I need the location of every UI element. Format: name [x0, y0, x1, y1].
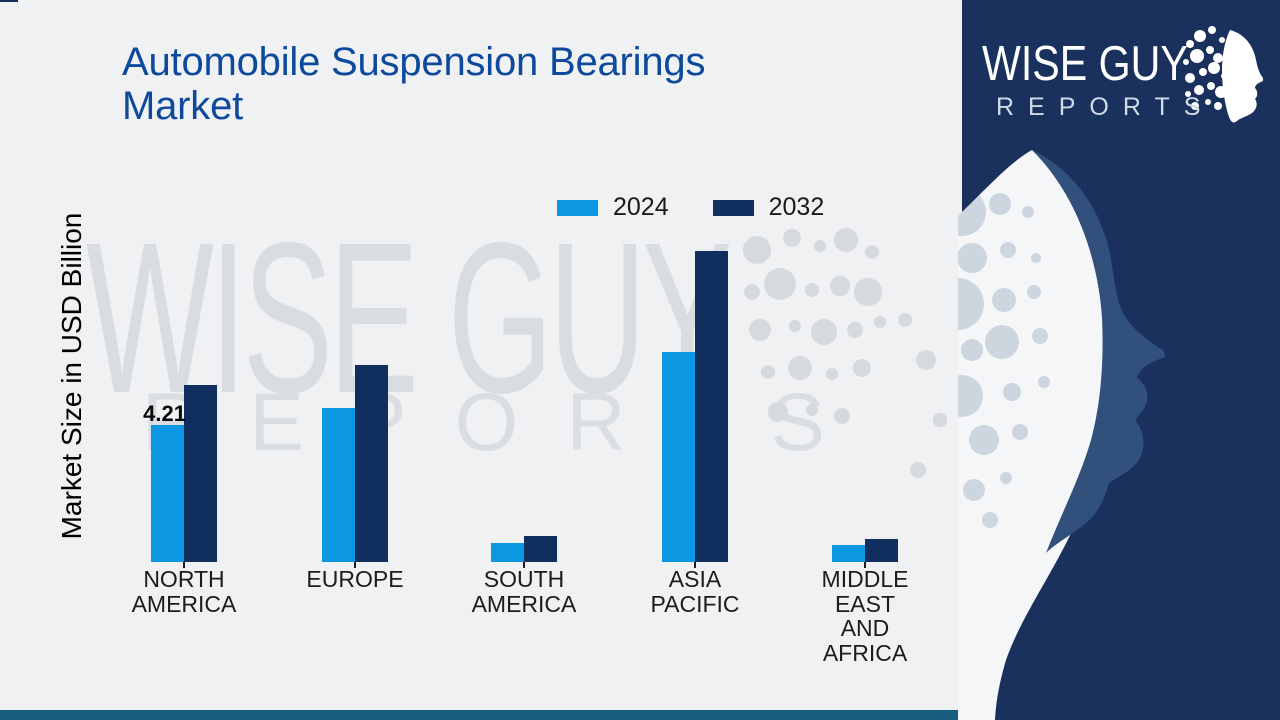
- legend-item-2032: 2032: [712, 193, 825, 222]
- bar-2032-south-america: [524, 536, 557, 562]
- footer-bar: [0, 710, 1280, 720]
- bar-2024-middle-east-and-africa: [832, 545, 865, 562]
- category-label-europe: EUROPE: [306, 566, 404, 592]
- x-axis-tick: [694, 562, 696, 568]
- watermark-reports-text: REPORTS: [142, 377, 873, 468]
- bar-2024-asia-pacific: [662, 352, 695, 562]
- x-axis-tick: [523, 562, 525, 568]
- legend-label-2032: 2032: [768, 193, 825, 221]
- head-circle: [958, 150, 1111, 720]
- x-axis-tick: [354, 562, 356, 568]
- chart-title: Automobile Suspension Bearings Market: [122, 40, 706, 128]
- bar-2032-asia-pacific: [695, 251, 728, 562]
- legend: 2024 2032: [557, 193, 824, 222]
- legend-label-2024: 2024: [613, 193, 669, 221]
- top-edge-sliver: [0, 0, 18, 2]
- brand-logo: WISE GUY REPORTS: [982, 40, 1222, 120]
- category-label-north-america: NORTH AMERICA: [131, 566, 237, 617]
- logo-head-icon: [1222, 30, 1263, 123]
- face-profile-silhouette: [1032, 150, 1165, 553]
- x-axis-tick: [864, 562, 866, 568]
- bar-2032-middle-east-and-africa: [865, 539, 898, 562]
- category-label-asia-pacific: ASIA PACIFIC: [650, 566, 740, 617]
- legend-swatch-2032: [712, 199, 754, 216]
- brand-subname: REPORTS: [996, 93, 1215, 121]
- bar-2032-north-america: [184, 385, 217, 562]
- brand-name: WISE GUY: [982, 37, 1188, 91]
- brain-dots: [958, 188, 1050, 528]
- value-label: 4.21: [143, 401, 186, 426]
- bar-2032-europe: [355, 365, 388, 562]
- bar-2024-europe: [322, 408, 355, 562]
- category-label-middle-east-and-africa: MIDDLE EAST AND AFRICA: [821, 566, 909, 666]
- bar-2024-north-america: [151, 425, 184, 562]
- bar-2024-south-america: [491, 543, 524, 562]
- legend-item-2024: 2024: [557, 193, 669, 222]
- x-axis-tick: [183, 562, 185, 568]
- legend-swatch-2024: [557, 199, 598, 216]
- category-label-south-america: SOUTH AMERICA: [471, 566, 577, 617]
- y-axis-label: Market Size in USD Billion: [56, 212, 87, 540]
